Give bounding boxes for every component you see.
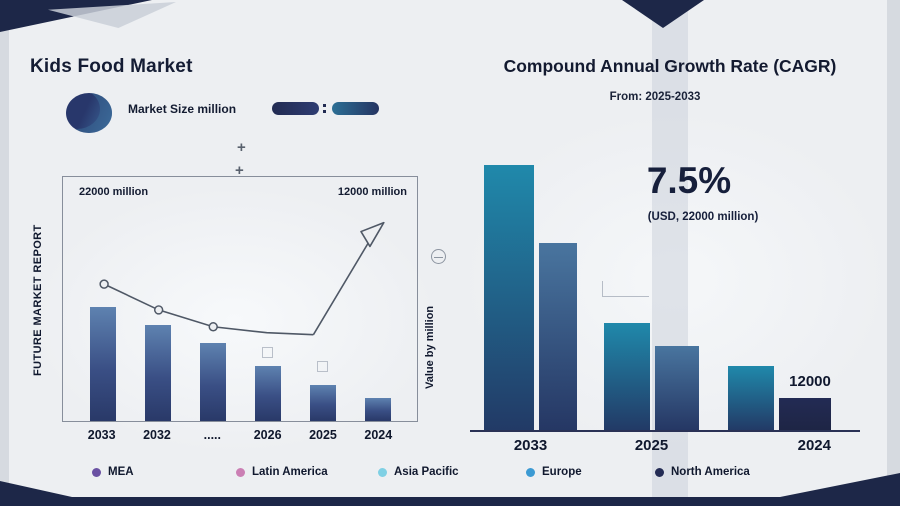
legend-item-mea: MEA — [92, 466, 134, 478]
legend-item-europe: Europe — [526, 466, 582, 478]
legend-item-latin-america: Latin America — [236, 466, 328, 478]
legend-item-north-america: North America — [655, 466, 750, 478]
market-x-label-2024: 2024 — [364, 428, 393, 442]
market-bar-2032 — [144, 325, 171, 421]
value-annotation: 12000 — [789, 373, 831, 390]
cagr-value: 7.5% — [646, 160, 732, 201]
legend-dot-europe — [526, 467, 535, 477]
market-size-chart: 22000 million 12000 million — [62, 176, 418, 422]
x-axis-line — [470, 430, 860, 432]
cagr-chart: 2033 2025 2024 12000 — [470, 158, 870, 454]
footer-legend: MEA Latin America Asia Pacific Europe North … — [0, 466, 900, 486]
cagr-group-2024: 2024 — [728, 366, 831, 454]
decorative-pill-dark — [272, 102, 319, 115]
legend-label: Asia Pacific — [394, 466, 459, 478]
market-size-legend-label: Market Size million — [128, 102, 237, 116]
cagr-groups: 2033 2025 2024 — [470, 158, 870, 454]
market-bar-columns — [75, 233, 405, 421]
cagr-bar-2025-market-size-primary — [604, 323, 650, 430]
market-size-disc-icon — [66, 93, 112, 133]
cagr-bars-2033 — [484, 165, 577, 430]
cagr-x-label-2025: 2025 — [634, 437, 669, 454]
cagr-group-2025: 2025 — [604, 323, 699, 454]
legend-item-asia-pacific: Asia Pacific — [378, 466, 459, 478]
value-by-million-label: Value by million — [424, 305, 436, 390]
plus-icon: + — [237, 139, 246, 156]
page-title: Kids Food Market — [30, 56, 193, 77]
cagr-bars-2025 — [604, 323, 699, 430]
cagr-x-label-2033: 2033 — [513, 437, 548, 454]
max-value-label: 22000 million — [79, 186, 149, 198]
cagr-bars-2024 — [728, 366, 831, 430]
corner-accent-top-right — [622, 0, 704, 28]
cagr-bar-2024-market-size-primary — [728, 366, 774, 430]
bracket-decoration — [602, 281, 649, 297]
legend-dot-mea — [92, 467, 101, 477]
decorative-pill-teal — [332, 102, 379, 115]
bar-column — [350, 233, 405, 421]
cagr-x-label-2024: 2024 — [797, 437, 831, 454]
legend-label: North America — [671, 466, 750, 478]
bar-column — [75, 233, 130, 421]
legend-dot-north-america — [655, 467, 664, 477]
bar-column — [295, 233, 350, 421]
market-x-labels: 2033 2032..... 2026 2025 2024 — [74, 428, 406, 442]
right-edge-band — [887, 0, 900, 506]
end-value-label: 12000 million — [337, 186, 407, 198]
bar-column — [185, 233, 240, 421]
bottom-accent-strip — [0, 497, 900, 506]
bar-column — [130, 233, 185, 421]
market-x-label-2026: 2026 — [253, 428, 282, 442]
market-x-label-2025: 2025 — [309, 428, 337, 442]
bar-column — [240, 233, 295, 421]
legend-dot-latin-america — [236, 467, 245, 477]
cagr-subtitle: From: 2025-2033 — [609, 91, 701, 103]
market-x-label-.....: ..... — [203, 428, 221, 442]
legend-dot-asia-pacific — [378, 467, 387, 477]
square-decoration — [262, 347, 273, 358]
cagr-bar-2033-market-size-secondary — [539, 243, 577, 430]
cagr-bar-2033-market-size-primary — [484, 165, 534, 430]
plus-icon: + — [235, 162, 244, 179]
future-market-report-label: FUTURE MARKET REPORT — [32, 224, 44, 376]
circle-minus-icon — [431, 249, 446, 264]
cagr-group-2033: 2033 — [484, 165, 577, 454]
cagr-title: Compound Annual Growth Rate (CAGR) — [503, 56, 837, 76]
market-bar-2025 — [309, 385, 336, 421]
left-edge-band — [0, 0, 9, 506]
cagr-note: (USD, 22000 million) — [647, 211, 759, 223]
market-bar-2033 — [89, 307, 116, 421]
market-x-label-2032: 2032 — [143, 428, 171, 442]
legend-label: MEA — [108, 466, 134, 478]
legend-label: Europe — [542, 466, 582, 478]
market-bar-2024 — [364, 398, 391, 421]
legend-label: Latin America — [252, 466, 328, 478]
square-decoration — [317, 361, 328, 372]
market-x-label-2033: 2033 — [87, 428, 116, 442]
cagr-bar-2024-market-size-secondary — [779, 398, 831, 430]
decorative-pill-dots — [323, 104, 327, 116]
cagr-bar-2025-market-size-secondary — [655, 346, 699, 430]
market-bar-2026 — [254, 366, 281, 421]
market-bar-..... — [199, 343, 226, 421]
